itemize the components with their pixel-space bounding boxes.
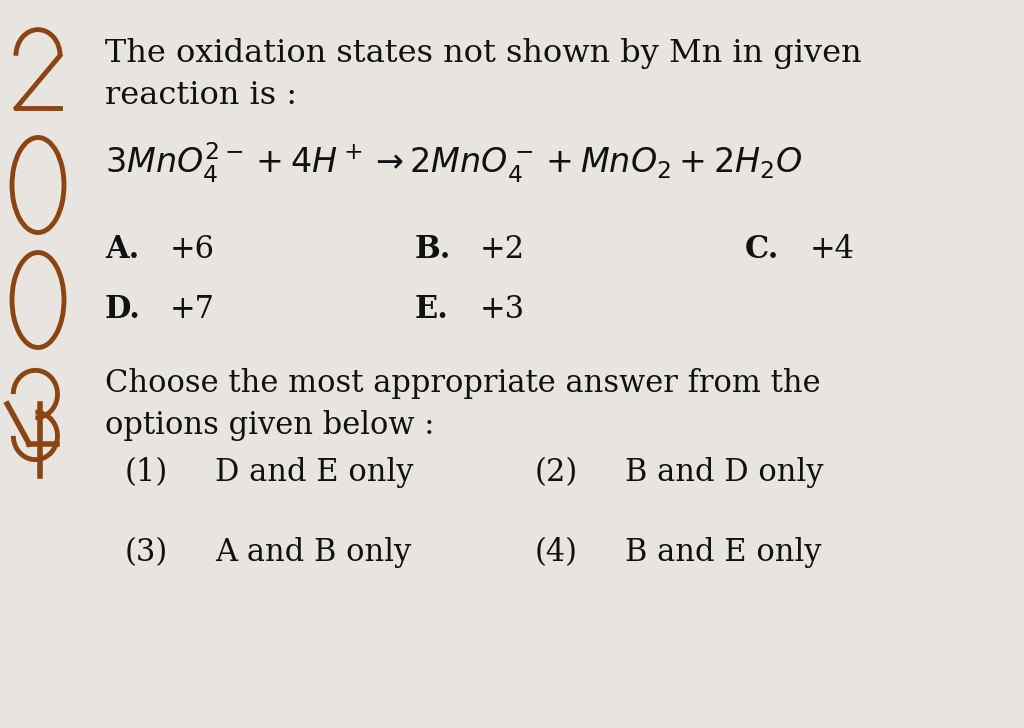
- Text: The oxidation states not shown by Mn in given: The oxidation states not shown by Mn in …: [105, 38, 861, 69]
- Text: B and E only: B and E only: [625, 537, 821, 569]
- Text: (2): (2): [535, 457, 579, 488]
- Text: (1): (1): [125, 457, 168, 488]
- Text: B and D only: B and D only: [625, 457, 823, 488]
- Text: C.: C.: [745, 234, 779, 266]
- Text: D.: D.: [105, 295, 141, 325]
- Text: options given below :: options given below :: [105, 410, 434, 441]
- Text: (4): (4): [535, 537, 578, 569]
- Text: +6: +6: [170, 234, 215, 266]
- Text: reaction is :: reaction is :: [105, 80, 297, 111]
- Text: E.: E.: [415, 295, 449, 325]
- Text: (3): (3): [125, 537, 168, 569]
- Text: B.: B.: [415, 234, 452, 266]
- Text: Choose the most appropriate answer from the: Choose the most appropriate answer from …: [105, 368, 820, 399]
- Text: +3: +3: [480, 295, 525, 325]
- Text: +7: +7: [170, 295, 215, 325]
- Text: +4: +4: [810, 234, 855, 266]
- Text: A and B only: A and B only: [215, 537, 412, 569]
- Text: A.: A.: [105, 234, 139, 266]
- Text: D and E only: D and E only: [215, 457, 414, 488]
- Text: $3MnO_4^{2-} + 4H^+ \rightarrow 2MnO_4^- + MnO_2 + 2H_2O$: $3MnO_4^{2-} + 4H^+ \rightarrow 2MnO_4^-…: [105, 141, 802, 185]
- Text: +2: +2: [480, 234, 525, 266]
